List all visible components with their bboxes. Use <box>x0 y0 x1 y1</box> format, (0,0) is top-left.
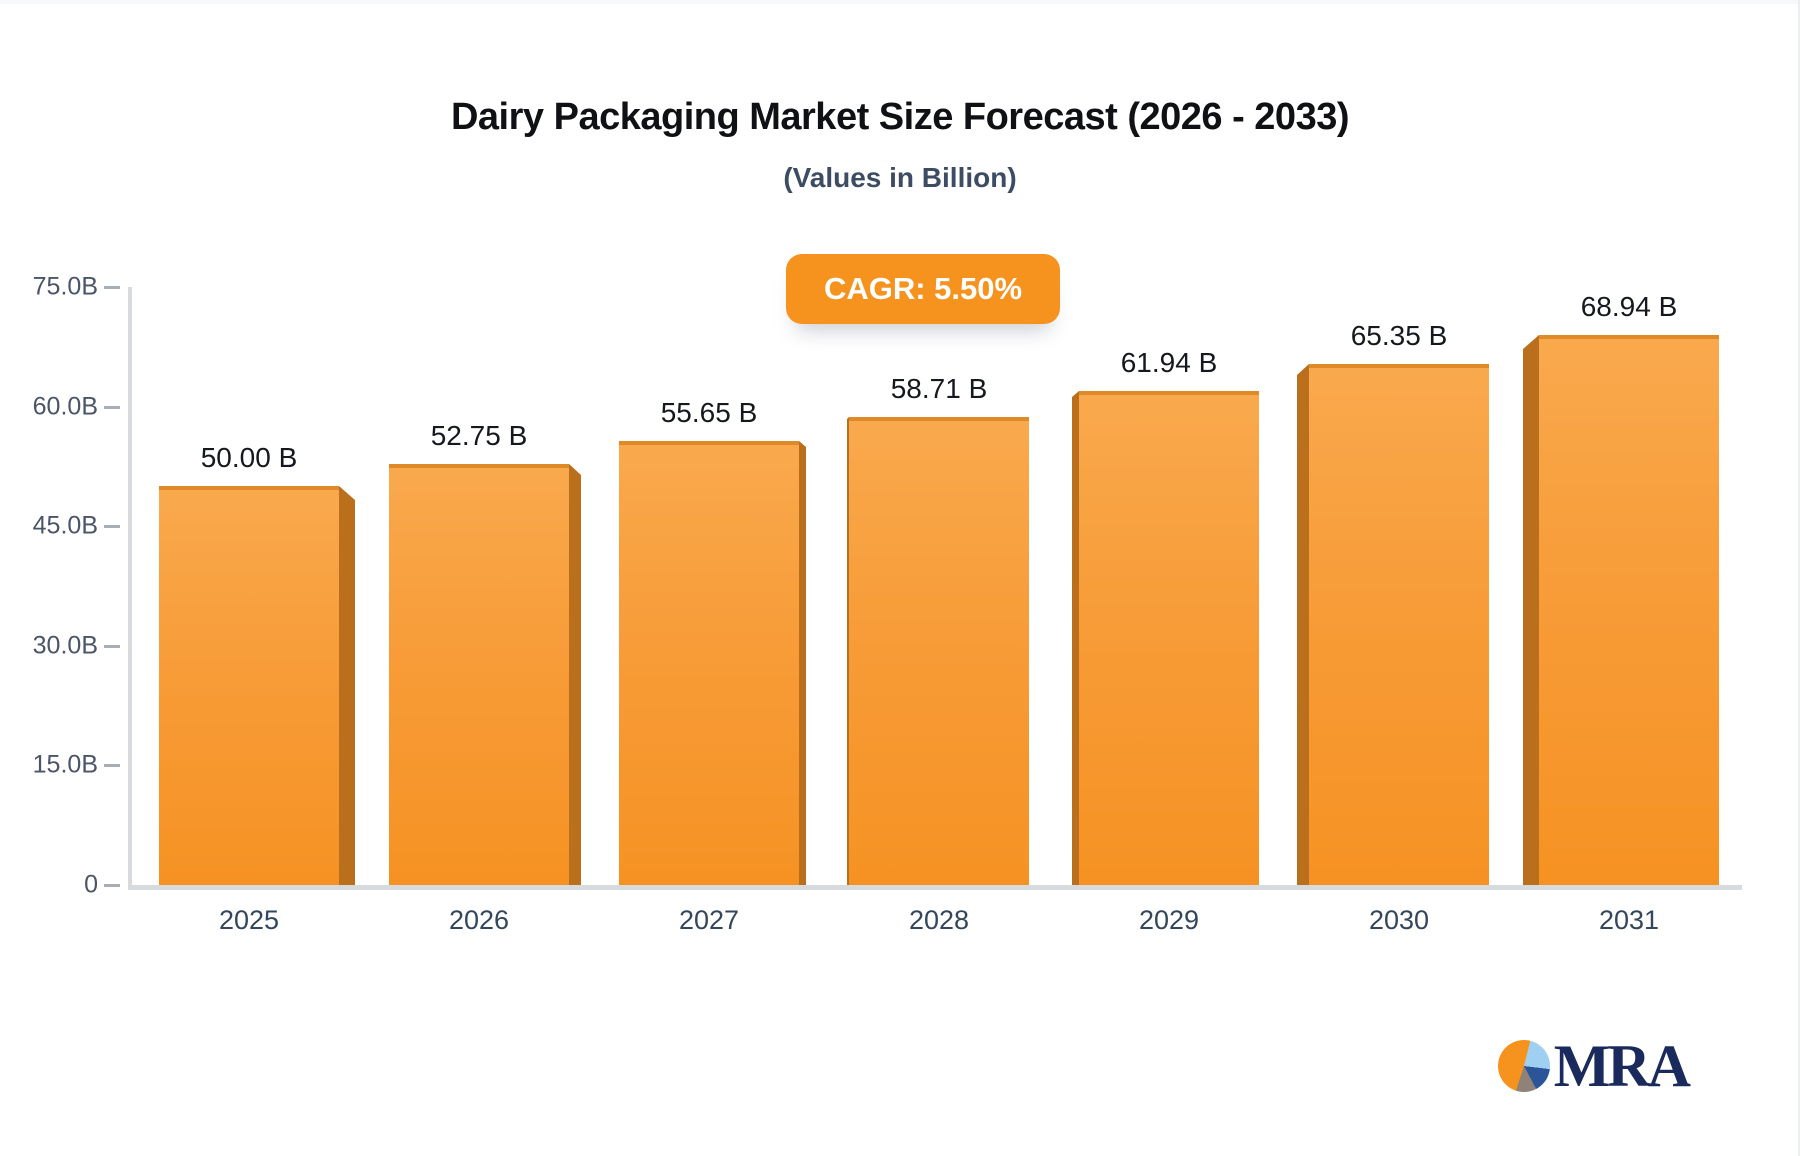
y-tick-label: 15.0B <box>32 750 98 779</box>
bar-value-label: 50.00 B <box>200 442 298 473</box>
bar-side-3d <box>1297 364 1309 885</box>
bar-side-3d <box>847 417 849 885</box>
bar-value-label: 52.75 B <box>430 420 528 451</box>
bar-side-3d <box>799 441 806 885</box>
brand-logo: MRA <box>1497 1033 1691 1099</box>
x-tick-label: 2030 <box>1368 905 1430 935</box>
bar-group-2027: 55.65 B <box>594 287 824 885</box>
y-tick-label: 75.0B <box>32 272 98 301</box>
bar-side-3d <box>1523 335 1539 885</box>
bar-face <box>389 464 569 885</box>
bar-value-label: 58.71 B <box>890 373 988 404</box>
cagr-badge: CAGR: 5.50% <box>786 254 1060 324</box>
bar-value-label: 65.35 B <box>1350 320 1448 351</box>
chart-title: Dairy Packaging Market Size Forecast (20… <box>450 96 1350 138</box>
bar-side-3d <box>1072 391 1079 885</box>
bar-plot-area: 50.00 B 52.75 B 55.65 B 58.71 B 61.94 B 65.35… <box>134 287 1744 885</box>
bar-value-label: 55.65 B <box>660 397 758 428</box>
bar-side-3d <box>339 486 355 885</box>
y-axis-line <box>128 287 132 885</box>
bar-group-2029: 61.94 B <box>1054 287 1284 885</box>
bar-group-2025: 50.00 B <box>134 287 364 885</box>
logo-pie-icon <box>1497 1040 1550 1092</box>
y-tick-dash <box>104 525 120 529</box>
bar-face <box>849 417 1029 885</box>
chart-subtitle: (Values in Billion) <box>783 162 1017 193</box>
y-tick-label: 45.0B <box>32 511 98 540</box>
bar-value-label: 61.94 B <box>1120 347 1218 378</box>
x-tick-label: 2028 <box>908 905 970 935</box>
bar-face <box>1539 335 1719 885</box>
bar-face <box>619 441 799 885</box>
x-tick-label: 2026 <box>448 905 510 935</box>
bar-group-2030: 65.35 B <box>1284 287 1514 885</box>
bar-face <box>1079 391 1259 885</box>
y-tick-dash <box>104 764 120 768</box>
bar-face <box>1309 364 1489 885</box>
y-tick-dash <box>104 884 120 887</box>
page-top-border <box>0 0 1800 4</box>
y-tick-dash <box>104 644 120 648</box>
bar-group-2028: 58.71 B <box>824 287 1054 885</box>
y-tick-label: 60.0B <box>32 392 98 421</box>
bar-value-label: 68.94 B <box>1580 291 1678 322</box>
x-tick-label: 2027 <box>678 905 740 935</box>
logo-text: MRA <box>1553 1033 1691 1099</box>
y-tick-dash <box>104 405 120 409</box>
y-tick-dash <box>104 286 120 289</box>
y-tick-label: 0 <box>84 870 98 899</box>
bar-face <box>159 486 339 885</box>
page-right-border <box>1798 0 1800 1156</box>
bar-side-3d <box>569 464 581 885</box>
bar-group-2026: 52.75 B <box>364 287 594 885</box>
x-tick-label: 2025 <box>218 905 280 935</box>
bar-group-2031: 68.94 B <box>1514 287 1744 885</box>
cagr-badge-label: CAGR: 5.50% <box>823 271 1023 306</box>
x-tick-label: 2031 <box>1598 905 1660 935</box>
x-tick-label: 2029 <box>1138 905 1200 935</box>
x-axis-baseline <box>128 885 1742 890</box>
y-tick-label: 30.0B <box>32 631 98 660</box>
